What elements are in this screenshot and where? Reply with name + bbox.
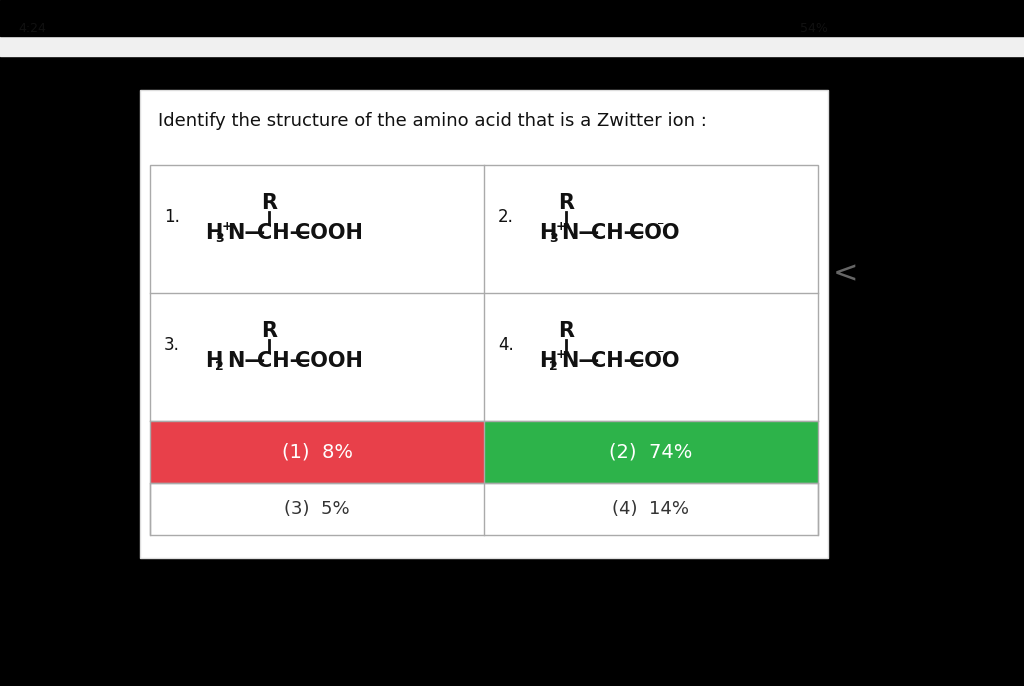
Text: +: + [222, 220, 232, 233]
Text: COOH: COOH [295, 223, 362, 243]
Text: +: + [556, 348, 566, 362]
Text: CH—: CH— [257, 223, 310, 243]
Text: 3.: 3. [164, 336, 180, 354]
Text: COO: COO [629, 351, 680, 371]
Bar [484, 421, 818, 483]
Text: 2: 2 [549, 359, 558, 372]
Text: 4:24: 4:24 [18, 21, 46, 34]
Text: Identify the structure of the amino acid that is a Zwitter ion :: Identify the structure of the amino acid… [158, 112, 707, 130]
Text: CH—: CH— [257, 351, 310, 371]
Bar [150, 421, 484, 483]
Text: (4)  14%: (4) 14% [612, 500, 689, 518]
Text: ⁻: ⁻ [656, 219, 664, 233]
Text: (3)  5%: (3) 5% [285, 500, 350, 518]
Bar [0, 636, 1024, 686]
Text: CH—: CH— [591, 223, 644, 243]
Text: N—: N— [227, 351, 265, 371]
Text: ⁻: ⁻ [656, 347, 664, 361]
Text: N—: N— [561, 223, 599, 243]
Bar [0, 0, 1024, 56]
Text: COO: COO [629, 223, 680, 243]
Text: 4.: 4. [498, 336, 514, 354]
Text: R: R [558, 193, 574, 213]
Bar [150, 483, 818, 535]
Text: 2: 2 [215, 359, 224, 372]
Text: 1.: 1. [164, 208, 180, 226]
Text: R: R [261, 321, 278, 341]
Bar [0, 0, 1024, 36]
Bar [140, 90, 828, 558]
Text: R: R [558, 321, 574, 341]
Text: (2)  74%: (2) 74% [609, 442, 692, 462]
Text: H: H [539, 351, 556, 371]
Text: N—: N— [227, 223, 265, 243]
Text: N—: N— [561, 351, 599, 371]
Text: H: H [205, 351, 222, 371]
Text: 3: 3 [549, 231, 558, 244]
Text: COOH: COOH [295, 351, 362, 371]
Text: +: + [556, 220, 566, 233]
Text: CH—: CH— [591, 351, 644, 371]
Text: 54%: 54% [800, 21, 827, 34]
Text: <: < [834, 259, 859, 289]
Text: H: H [205, 223, 222, 243]
Bar [150, 165, 818, 421]
Text: 3: 3 [215, 231, 223, 244]
Text: R: R [261, 193, 278, 213]
Text: H: H [539, 223, 556, 243]
Text: (1)  8%: (1) 8% [282, 442, 352, 462]
Text: 2.: 2. [498, 208, 514, 226]
